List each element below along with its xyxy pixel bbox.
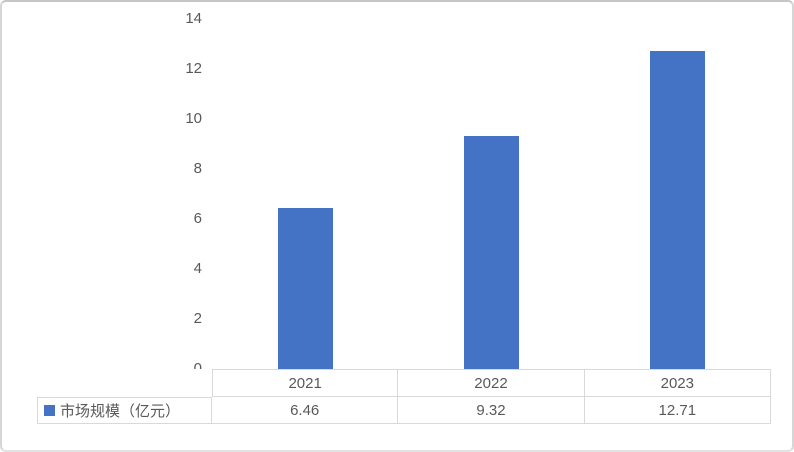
y-tick-label-14: 14 xyxy=(185,10,202,27)
data-table: 2021 2022 2023 市场规模（亿元） 6.46 9.32 12.71 xyxy=(37,369,771,424)
y-tick-label-12: 12 xyxy=(185,60,202,77)
value-cell-2022: 9.32 xyxy=(398,397,585,424)
value-cell-2023: 12.71 xyxy=(584,397,771,424)
y-tick-label-4: 4 xyxy=(193,260,202,277)
y-tick-label-10: 10 xyxy=(185,110,202,127)
legend-label: 市场规模（亿元） xyxy=(60,403,181,420)
y-tick-label-6: 6 xyxy=(193,210,202,227)
table-corner-spacer xyxy=(37,369,212,397)
bar-2022 xyxy=(464,136,519,369)
year-header-2021: 2021 xyxy=(212,369,399,397)
bar-2023 xyxy=(650,51,706,369)
bar-2021 xyxy=(277,207,333,369)
value-cell-2021: 6.46 xyxy=(212,397,399,424)
y-tick-label-8: 8 xyxy=(193,160,202,177)
legend-cell: 市场规模（亿元） xyxy=(37,397,212,424)
year-header-2023: 2023 xyxy=(584,369,771,397)
y-tick-label-2: 2 xyxy=(193,310,202,327)
legend-square-icon xyxy=(44,405,55,416)
y-tick-label-0: 0 xyxy=(2,359,202,379)
plot-area xyxy=(212,19,771,369)
year-header-2022: 2022 xyxy=(398,369,585,397)
